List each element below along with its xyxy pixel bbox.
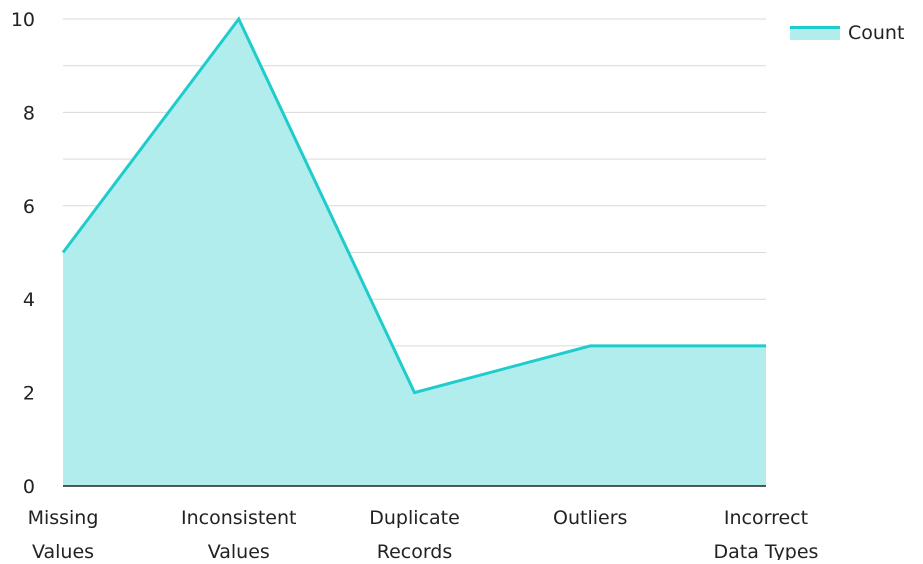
x-tick-label-line: Inconsistent (181, 507, 296, 529)
x-tick-label: Duplicate Records (369, 507, 460, 560)
area-series-count (63, 19, 766, 486)
legend-label-count: Count (848, 22, 905, 44)
x-tick-label: Missing Values (28, 507, 99, 560)
y-axis-ticks: 0 2 4 6 8 10 (11, 9, 35, 498)
x-tick-label-line: Records (377, 541, 453, 560)
y-tick-label: 4 (23, 289, 35, 311)
x-tick-label-line: Incorrect (724, 507, 808, 529)
x-tick-label: Incorrect Data Types (714, 507, 819, 560)
x-tick-label-line: Duplicate (369, 507, 460, 529)
y-tick-label: 2 (23, 383, 35, 405)
x-tick-label-line: Values (32, 541, 94, 560)
legend-swatch-line (790, 26, 840, 29)
legend-swatch-count (790, 26, 840, 40)
x-tick-label: Outliers (553, 507, 627, 529)
series-line (61, 16, 766, 395)
x-tick-label-line: Missing (28, 507, 99, 529)
y-tick-label: 8 (23, 102, 35, 124)
y-tick-label: 0 (23, 476, 35, 498)
y-tick-label: 10 (11, 9, 35, 31)
area-fill (63, 19, 766, 486)
y-tick-label: 6 (23, 196, 35, 218)
line-series-count (61, 16, 766, 395)
x-tick-label-line: Data Types (714, 541, 819, 560)
x-tick-label: Inconsistent Values (181, 507, 296, 560)
legend-swatch-fill (790, 28, 840, 40)
x-tick-label-line: Outliers (553, 507, 627, 529)
legend: Count (790, 22, 904, 44)
x-axis-ticks: Missing Values Inconsistent Values Duplicate… (28, 507, 819, 563)
x-tick-label-line: Values (208, 541, 270, 560)
